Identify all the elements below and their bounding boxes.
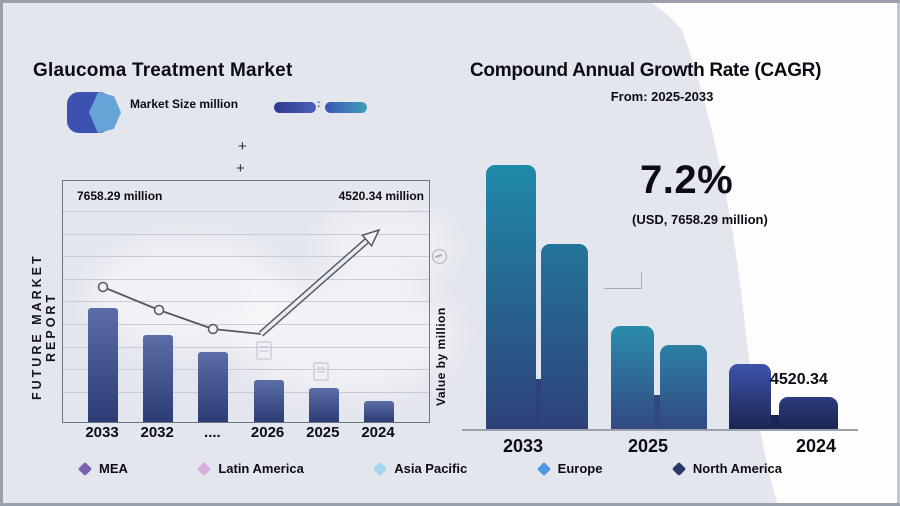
cagr-period-subtitle: From: 2025-2033 [610, 89, 714, 104]
left-x-label: 2032 [140, 424, 174, 441]
pill-separator: : [317, 99, 321, 110]
legend-item-mea: MEA [77, 461, 128, 476]
plus-mark: + [238, 138, 247, 155]
legend-diamond-icon [197, 461, 212, 476]
frame-left [0, 0, 3, 506]
cagr-value: 7.2% [640, 158, 734, 202]
left-bar-2032 [143, 335, 174, 422]
gridline [63, 211, 429, 212]
gridline [63, 391, 429, 393]
legend-item-latin-america: Latin America [197, 461, 304, 476]
cylinder-icon [67, 92, 121, 133]
left-chart-panel: 7658.29 million 4520.34 million [62, 180, 430, 423]
cagr-note: (USD, 7658.29 million) [632, 212, 768, 227]
legend-label: Asia Pacific [394, 461, 468, 476]
gradient-pill-dark [274, 102, 316, 113]
plus-mark: + [236, 160, 245, 177]
legend-diamond-icon [373, 461, 388, 476]
bar-pair-2033 [486, 165, 588, 430]
right-x-label: 2033 [502, 436, 544, 456]
legend-label: MEA [99, 461, 128, 476]
start-value-annotation: 7658.29 million [77, 189, 163, 203]
bar-value-annotation: 4520.34 [770, 371, 828, 388]
left-x-labels: 2033 2032.... 2026 2025 2024 [62, 424, 428, 444]
legend-diamond-icon [671, 461, 686, 476]
legend-diamond-icon [77, 461, 93, 476]
step-line-decoration [604, 272, 642, 289]
left-bar-2033 [88, 308, 118, 422]
right-bar-b-2033 [541, 244, 588, 430]
gradient-pill-teal [325, 102, 367, 113]
left-bar-.... [198, 352, 229, 422]
left-chart-bars [63, 181, 429, 422]
region-legend: MEA Latin America Asia Pacific Europe North … [77, 461, 782, 476]
left-x-label: 2025 [306, 424, 340, 441]
legend-label: North America [692, 461, 782, 476]
legend-item-asia-pacific: Asia Pacific [373, 461, 468, 476]
right-bar-a-2024 [729, 364, 771, 430]
gridline [63, 233, 429, 235]
value-by-million-label: Value by million [434, 307, 448, 407]
left-x-label: .... [204, 424, 221, 441]
right-chart: 4520.34 2033 2025 2024 [468, 165, 858, 456]
right-bar-a-2025 [611, 326, 654, 430]
right-x-label: 2024 [795, 436, 837, 456]
right-bar-b-2025 [660, 345, 707, 430]
right-x-label: 2025 [627, 436, 669, 456]
legend-item-europe: Europe [536, 461, 603, 476]
left-bar-2024 [364, 401, 394, 422]
cagr-title: Compound Annual Growth Rate (CAGR) [470, 60, 822, 81]
left-x-label: 2033 [85, 424, 119, 441]
left-bar-2025 [308, 388, 339, 422]
legend-item-north-america: North America [671, 461, 782, 476]
page-title: Glaucoma Treatment Market [33, 60, 293, 81]
bar-pair-2025 [611, 326, 707, 430]
circle-dash-icon [432, 249, 447, 264]
right-bar-a-2033 [486, 165, 536, 430]
end-value-annotation: 4520.34 million [338, 189, 424, 203]
legend-label: Europe [557, 461, 603, 476]
right-chart-axis-line [462, 429, 858, 431]
legend-label: Latin America [218, 461, 304, 476]
clipboard-watermark-icon [313, 362, 329, 381]
frame-top [0, 0, 900, 3]
market-size-legend-label: Market Size million [130, 97, 239, 111]
left-bar-2026 [253, 380, 284, 422]
frame-bottom [0, 503, 900, 506]
legend-diamond-icon [536, 461, 551, 476]
right-bar-b-2024 [779, 397, 838, 430]
left-x-label: 2026 [250, 424, 285, 441]
left-x-label: 2024 [361, 424, 395, 441]
gridline [63, 369, 429, 371]
future-market-report-label: FUTURE MARKET REPORT [30, 253, 58, 401]
